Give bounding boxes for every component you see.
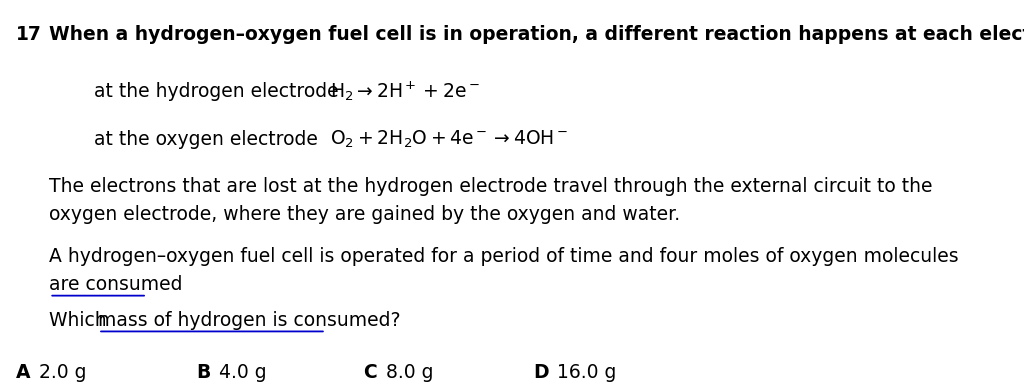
Text: A: A: [16, 363, 31, 382]
Text: The electrons that are lost at the hydrogen electrode travel through the externa: The electrons that are lost at the hydro…: [49, 177, 933, 196]
Text: B: B: [196, 363, 210, 382]
Text: 4.0 g: 4.0 g: [219, 363, 267, 382]
Text: Which: Which: [49, 311, 113, 330]
Text: 2.0 g: 2.0 g: [39, 363, 87, 382]
Text: are consumed: are consumed: [49, 275, 183, 294]
Text: mass of hydrogen is consumed?: mass of hydrogen is consumed?: [98, 311, 400, 330]
Text: $\mathrm{O_2 + 2H_2O + 4e^- \rightarrow 4OH^-}$: $\mathrm{O_2 + 2H_2O + 4e^- \rightarrow …: [331, 128, 568, 150]
Text: oxygen electrode, where they are gained by the oxygen and water.: oxygen electrode, where they are gained …: [49, 205, 681, 224]
Text: $\mathrm{H_2 \rightarrow 2H^+ + 2e^-}$: $\mathrm{H_2 \rightarrow 2H^+ + 2e^-}$: [331, 80, 480, 103]
Text: at the hydrogen electrode: at the hydrogen electrode: [94, 82, 339, 101]
Text: D: D: [534, 363, 549, 382]
Text: When a hydrogen–oxygen fuel cell is in operation, a different reaction happens a: When a hydrogen–oxygen fuel cell is in o…: [49, 25, 1024, 44]
Text: at the oxygen electrode: at the oxygen electrode: [94, 130, 318, 149]
Text: 17: 17: [16, 25, 42, 44]
Text: C: C: [362, 363, 377, 382]
Text: 16.0 g: 16.0 g: [557, 363, 616, 382]
Text: 8.0 g: 8.0 g: [386, 363, 434, 382]
Text: .: .: [146, 275, 153, 294]
Text: A hydrogen–oxygen fuel cell is operated for a period of time and four moles of o: A hydrogen–oxygen fuel cell is operated …: [49, 247, 959, 266]
